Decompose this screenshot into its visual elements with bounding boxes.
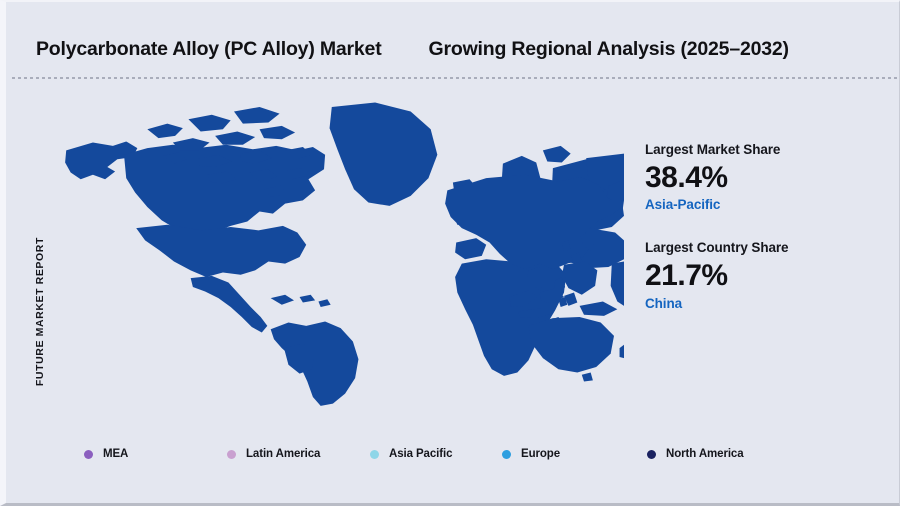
legend-dot-icon [370, 449, 379, 459]
legend: MEA Latin America Asia Pacific Europe No… [84, 448, 874, 460]
page-subtitle: Growing Regional Analysis (2025–2032) [428, 38, 790, 60]
legend-label: Latin America [246, 448, 321, 460]
world-map-svg-east [445, 174, 624, 382]
legend-dot-icon [502, 449, 511, 459]
map-asia-oceania [445, 174, 624, 382]
stat-value: 38.4% [645, 161, 728, 194]
legend-item-latin-america: Latin America [227, 448, 370, 460]
legend-item-mea: MEA [84, 448, 227, 460]
stat-label: Largest Country Share [645, 240, 789, 256]
brand-vertical-label: FUTURE MARKET REPORT [34, 237, 46, 387]
header-divider [12, 77, 899, 79]
world-map [64, 97, 624, 407]
legend-label: Asia Pacific [389, 448, 453, 460]
legend-item-north-america: North America [647, 448, 744, 460]
legend-dot-icon [227, 449, 236, 459]
stats-panel: Largest Market Share 38.4% Asia-Pacific … [645, 142, 885, 311]
header-title-group: Polycarbonate Alloy (PC Alloy) Market Gr… [36, 38, 881, 61]
legend-item-europe: Europe [502, 448, 647, 460]
stat-value: 21.7% [645, 259, 728, 293]
legend-label: Europe [521, 448, 561, 460]
stat-block-largest-country-share: Largest Country Share 21.7% China [645, 240, 885, 310]
legend-label: MEA [103, 448, 129, 460]
legend-item-asia-pacific: Asia Pacific [370, 448, 502, 460]
header: Polycarbonate Alloy (PC Alloy) Market Gr… [6, 2, 899, 79]
page-title: Polycarbonate Alloy (PC Alloy) Market [36, 38, 382, 60]
stat-block-largest-market-share: Largest Market Share 38.4% Asia-Pacific [645, 142, 885, 212]
map-landmasses-east [586, 153, 624, 191]
legend-label: North America [666, 448, 744, 460]
stat-region: China [645, 295, 683, 311]
legend-dot-icon [84, 449, 93, 459]
legend-dot-icon [647, 449, 656, 459]
stat-label: Largest Market Share [645, 142, 781, 157]
stat-region: Asia-Pacific [645, 197, 721, 213]
